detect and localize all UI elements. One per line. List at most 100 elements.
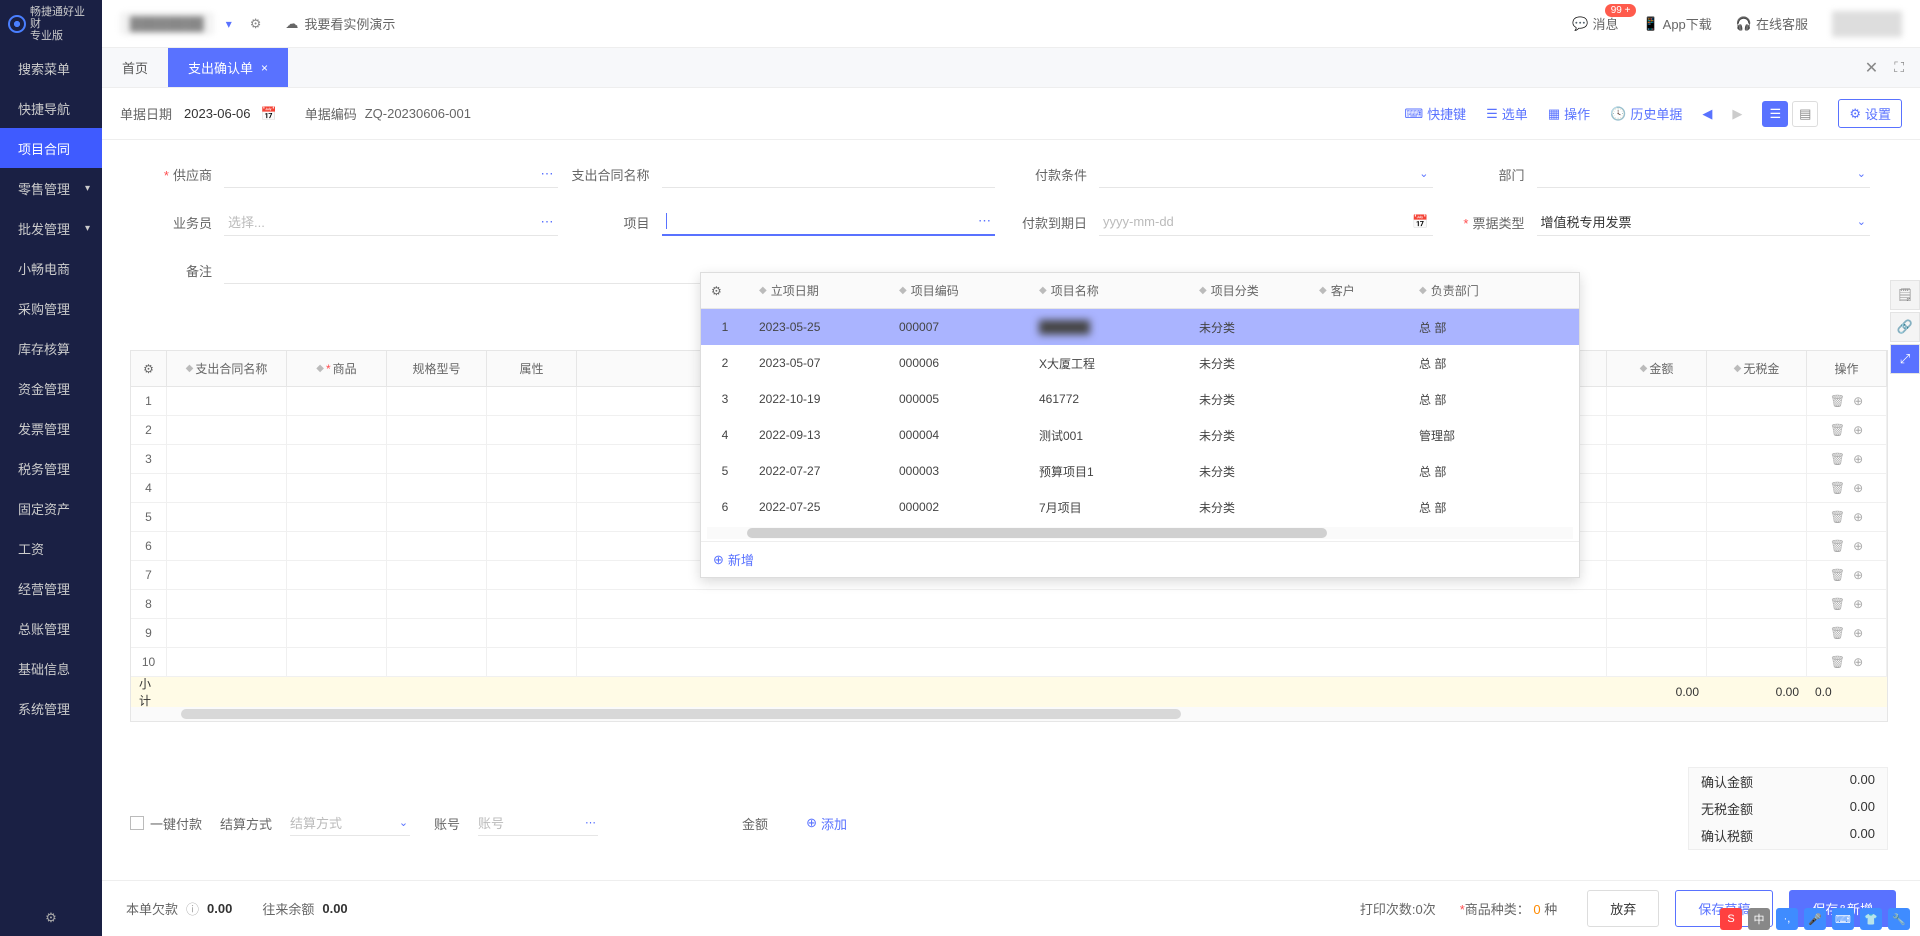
sidebar-item-9[interactable]: 发票管理 [0,408,102,448]
copy-row-icon[interactable]: ⊕ [1853,510,1863,524]
sidebar-item-3[interactable]: 零售管理▾ [0,168,102,208]
settings-button[interactable]: ⚙设置 [1838,99,1902,128]
dropdown-row[interactable]: 42022-09-13000004测试001未分类管理部 [701,417,1579,453]
app-download-button[interactable]: 📱 App下载 [1642,14,1711,33]
dropdown-row[interactable]: 22023-05-07000006X大厦工程未分类总 部 [701,345,1579,381]
delete-row-icon[interactable]: 🗑 [1830,452,1845,466]
tab-expand-icon[interactable]: ⛶ [1894,59,1904,76]
view-card-toggle[interactable]: ▤ [1792,101,1818,127]
sidebar-item-2[interactable]: 项目合同 [0,128,102,168]
dock-expand-icon[interactable]: ⤢ [1890,344,1920,374]
delete-row-icon[interactable]: 🗑 [1830,568,1845,582]
copy-row-icon[interactable]: ⊕ [1853,626,1863,640]
copy-row-icon[interactable]: ⊕ [1853,481,1863,495]
table-row[interactable]: 10🗑⊕ [131,648,1887,677]
settle-method-input[interactable]: 结算方式⌄ [290,810,410,836]
ime-icon[interactable]: S [1720,908,1742,930]
delete-row-icon[interactable]: 🗑 [1830,510,1845,524]
ime-punct-icon[interactable]: ·, [1776,908,1798,930]
more-icon[interactable]: ⋯ [585,816,596,829]
tenant-dropdown-icon[interactable]: ▾ [226,17,232,31]
account-input[interactable]: 账号⋯ [478,810,598,836]
dropdown-row[interactable]: 52022-07-27000003预算项目1未分类总 部 [701,453,1579,489]
sort-icon[interactable]: ◆ [1199,285,1207,296]
sidebar-item-1[interactable]: 快捷导航 [0,88,102,128]
pay-terms-input[interactable]: ⌄ [1099,160,1433,188]
project-input[interactable]: ⋯ [662,208,996,236]
sidebar-item-14[interactable]: 总账管理 [0,608,102,648]
sidebar-item-0[interactable]: 搜索菜单 [0,48,102,88]
dropdown-row[interactable]: 12023-05-25000007██████未分类总 部 [701,309,1579,345]
tab-close-icon[interactable]: × [261,61,268,75]
copy-row-icon[interactable]: ⊕ [1853,597,1863,611]
tab-expense-confirm[interactable]: 支出确认单 × [168,48,288,87]
copy-row-icon[interactable]: ⊕ [1853,539,1863,553]
sidebar-item-12[interactable]: 工资 [0,528,102,568]
dropdown-row[interactable]: 32022-10-19000005461772未分类总 部 [701,381,1579,417]
sidebar-item-8[interactable]: 资金管理 [0,368,102,408]
sort-icon[interactable]: ◆ [1419,285,1427,296]
more-icon[interactable]: ⋯ [541,214,554,230]
chevron-down-icon[interactable]: ⌄ [1419,167,1428,180]
contract-name-input[interactable] [662,160,996,188]
shortcut-button[interactable]: ⌨快捷键 [1404,104,1466,123]
add-settle-button[interactable]: ⊕添加 [806,814,847,833]
chevron-down-icon[interactable]: ⌄ [1857,167,1866,180]
sort-icon[interactable]: ◆ [1319,285,1327,296]
delete-row-icon[interactable]: 🗑 [1830,423,1845,437]
demo-link[interactable]: ☁ 我要看实例演示 [285,14,395,33]
table-scrollbar[interactable] [131,707,1887,721]
ime-tool-icon[interactable]: 🔧 [1888,908,1910,930]
view-list-toggle[interactable]: ☰ [1762,101,1788,127]
dept-input[interactable]: ⌄ [1537,160,1871,188]
header-gear-icon[interactable]: ⚙ [250,16,262,32]
supplier-input[interactable]: ⋯ [224,160,558,188]
copy-row-icon[interactable]: ⊕ [1853,423,1863,437]
delete-row-icon[interactable]: 🗑 [1830,481,1845,495]
delete-row-icon[interactable]: 🗑 [1830,539,1845,553]
prev-doc-arrow[interactable]: ◀ [1702,106,1712,122]
dropdown-scrollbar[interactable] [707,527,1573,539]
chevron-down-icon[interactable]: ⌄ [399,816,408,829]
next-doc-arrow[interactable]: ▶ [1732,106,1742,122]
table-gear-icon[interactable]: ⚙ [131,351,167,386]
user-avatar[interactable] [1832,11,1902,37]
invoice-type-input[interactable]: 增值税专用发票⌄ [1537,208,1871,236]
onekey-checkbox[interactable] [130,816,144,830]
delete-row-icon[interactable]: 🗑 [1830,626,1845,640]
sidebar-item-7[interactable]: 库存核算 [0,328,102,368]
dropdown-row[interactable]: 62022-07-250000027月项目未分类总 部 [701,489,1579,525]
more-icon[interactable]: ⋯ [541,166,554,182]
table-row[interactable]: 9🗑⊕ [131,619,1887,648]
sidebar-item-4[interactable]: 批发管理▾ [0,208,102,248]
messages-button[interactable]: 💬 消息 99 + [1572,14,1618,33]
sidebar-item-15[interactable]: 基础信息 [0,648,102,688]
operate-button[interactable]: ▦操作 [1548,104,1590,123]
clerk-input[interactable]: 选择...⋯ [224,208,558,236]
support-button[interactable]: 🎧 在线客服 [1736,14,1808,33]
ime-skin-icon[interactable]: 👕 [1860,908,1882,930]
delete-row-icon[interactable]: 🗑 [1830,394,1845,408]
select-doc-button[interactable]: ☰选单 [1486,104,1528,123]
tab-home[interactable]: 首页 [102,48,168,87]
info-icon[interactable]: ⓘ [186,899,199,918]
table-row[interactable]: 8🗑⊕ [131,590,1887,619]
ime-keyboard-icon[interactable]: ⌨ [1832,908,1854,930]
sidebar-item-16[interactable]: 系统管理 [0,688,102,728]
pay-due-input[interactable]: yyyy-mm-dd📅 [1099,208,1433,236]
history-button[interactable]: 🕓历史单据 [1610,104,1682,123]
delete-row-icon[interactable]: 🗑 [1830,597,1845,611]
ime-lang-icon[interactable]: 中 [1748,908,1770,930]
sort-icon[interactable]: ◆ [1039,285,1047,296]
calendar-icon[interactable]: 📅 [1412,214,1428,230]
copy-row-icon[interactable]: ⊕ [1853,394,1863,408]
tab-close-all-icon[interactable]: ✕ [1865,58,1878,78]
ime-mic-icon[interactable]: 🎤 [1804,908,1826,930]
sort-icon[interactable]: ◆ [899,285,907,296]
calendar-icon[interactable]: 📅 [261,106,277,122]
sidebar-item-11[interactable]: 固定资产 [0,488,102,528]
doc-date-value[interactable]: 2023-06-06 [180,104,255,123]
sort-icon[interactable]: ◆ [759,285,767,296]
sidebar-settings-icon[interactable]: ⚙ [0,910,102,926]
copy-row-icon[interactable]: ⊕ [1853,655,1863,669]
